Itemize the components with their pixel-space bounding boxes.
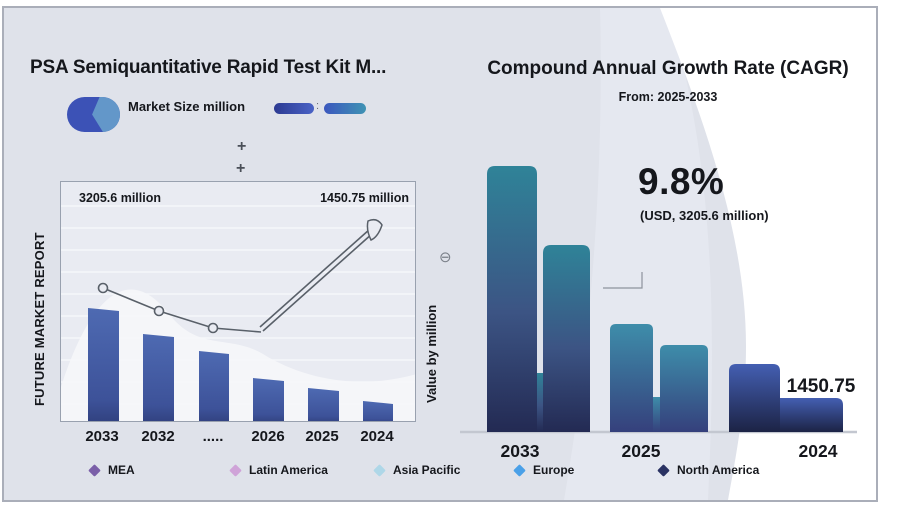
cagr-chart-canvas: 1450.75 2033 2025 2024: [460, 166, 857, 461]
trend-line: [97, 218, 383, 334]
legend-item-latin-america: Latin America: [229, 463, 328, 477]
gradient-pill-icon: [324, 103, 366, 114]
diamond-icon: [88, 463, 101, 477]
cagr-chart-title: Compound Annual Growth Rate (CAGR): [487, 58, 849, 79]
cagr-detail: (USD, 3205.6 million): [640, 208, 769, 223]
x-label: 2024: [360, 428, 394, 445]
legend-label: Europe: [533, 463, 575, 477]
annotation-right: 1450.75 million: [320, 191, 409, 205]
gradient-pill-icon: [274, 103, 314, 114]
market-size-chart: 3205.6 million 1450.75 million: [60, 181, 416, 422]
plus-icon: +: [237, 138, 247, 155]
diamond-icon: [657, 463, 670, 477]
bar-annotation: 1450.75: [787, 376, 856, 397]
badge-facet: [92, 97, 120, 132]
cagr-value: 9.8%: [638, 161, 725, 202]
x-label: 2032: [141, 428, 175, 445]
bar-group-2025: [610, 324, 708, 432]
legend-label: Asia Pacific: [393, 463, 461, 477]
x-label: 2025: [305, 428, 339, 445]
legend-item-asia-pacific: Asia Pacific: [373, 463, 461, 477]
diamond-icon: [513, 463, 526, 477]
market-size-badge-icon: [67, 97, 120, 132]
legend-label: North America: [677, 463, 760, 477]
x-label: 2033: [85, 428, 119, 445]
bar-group-2033: [487, 166, 590, 432]
plus-icon: +: [236, 160, 246, 177]
annotation-left: 3205.6 million: [79, 191, 161, 205]
diamond-icon: [373, 463, 386, 477]
x-label: 2024: [799, 441, 838, 460]
corner-bracket-decoration: [603, 272, 643, 289]
x-label: 2033: [501, 441, 540, 460]
legend-label: MEA: [108, 463, 135, 477]
arrow-head-icon: [366, 218, 383, 241]
pill-separator: :: [316, 100, 320, 112]
legend-item-europe: Europe: [513, 463, 575, 477]
region-legend: MEA Latin America Asia Pacific Europe No…: [0, 463, 900, 487]
gridlines: [61, 205, 415, 405]
market-size-chart-canvas: 3205.6 million 1450.75 million: [61, 191, 415, 421]
future-market-report-watermark: FUTURE MARKET REPORT: [32, 232, 47, 406]
x-label: 2026: [251, 428, 285, 445]
market-size-legend-label: Market Size million: [128, 99, 246, 114]
cagr-chart: 1450.75 2033 2025 2024: [455, 160, 875, 461]
value-axis-label: Value by million: [424, 304, 439, 404]
market-size-bars: [88, 308, 393, 421]
x-label: 2025: [622, 441, 661, 460]
cagr-chart-subtitle: From: 2025-2033: [618, 90, 718, 104]
legend-item-mea: MEA: [88, 463, 135, 477]
x-label: .....: [202, 428, 224, 445]
legend-label: Latin America: [249, 463, 328, 477]
left-chart-title: PSA Semiquantitative Rapid Test Kit M...: [30, 57, 387, 78]
bar-group-2024: [729, 364, 843, 432]
legend-item-north-america: North America: [657, 463, 760, 477]
diamond-icon: [229, 463, 242, 477]
minus-circle-icon: ⊖: [439, 249, 452, 266]
